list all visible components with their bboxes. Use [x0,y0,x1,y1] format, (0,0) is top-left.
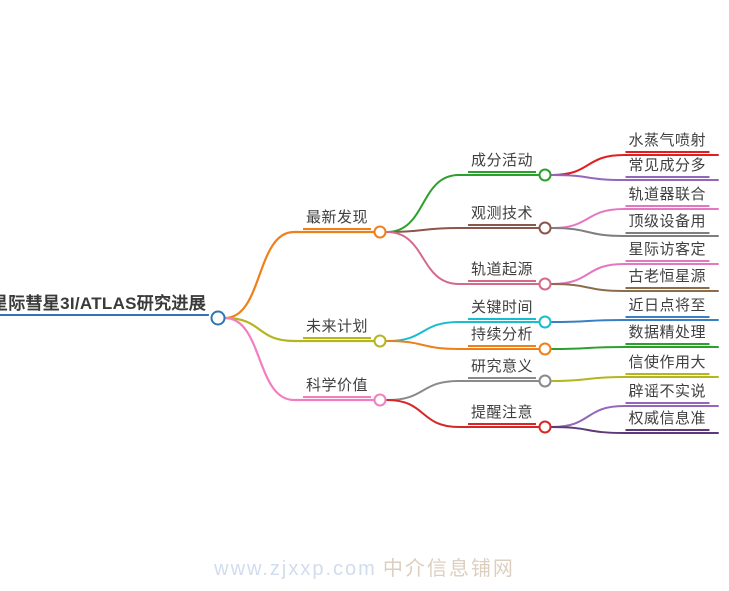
node-dot[interactable] [538,342,552,356]
node-label[interactable]: 常见成分多 [625,157,709,178]
node-label[interactable]: 星际访客定 [625,241,709,262]
node-label[interactable]: 水蒸气喷射 [625,132,709,153]
watermark-url: www.zjxxp.com [214,558,377,580]
node-dot[interactable] [373,393,387,407]
node-label[interactable]: 权威信息准 [625,410,709,431]
connector-line [386,380,546,401]
node-dot[interactable] [538,315,552,329]
node-dot[interactable] [538,277,552,291]
node-label[interactable]: 持续分析 [467,326,536,347]
node-label[interactable]: 古老恒星源 [625,268,709,289]
node-dot[interactable] [538,221,552,235]
node-dot[interactable] [373,225,387,239]
node-label[interactable]: 成分活动 [467,152,536,173]
node-label[interactable]: 辟谣不实说 [625,383,709,404]
node-dot[interactable] [538,420,552,434]
watermark: www.zjxxp.com 中介信息铺网 [0,552,729,581]
node-label[interactable]: 轨道起源 [467,261,536,282]
node-label[interactable]: 关键时间 [467,299,536,320]
connector-line [223,230,382,320]
node-dot[interactable] [373,334,387,348]
node-dot[interactable] [210,310,226,326]
connector-line [386,227,546,233]
watermark-site-name: 中介信息铺网 [382,558,515,580]
node-label[interactable]: 最新发现 [302,209,371,230]
connector-line [551,376,719,382]
node-label[interactable]: 轨道器联合 [625,186,709,207]
connector-line [551,319,719,323]
connector-line [551,346,719,350]
node-label[interactable]: 数据精处理 [625,324,709,345]
node-dot[interactable] [538,374,552,388]
node-dot[interactable] [538,168,552,182]
node-label[interactable]: 研究意义 [467,358,536,379]
node-label[interactable]: 科学价值 [302,377,371,398]
node-label[interactable]: 未来计划 [302,318,371,339]
node-label[interactable]: 近日点将至 [625,297,709,318]
node-label[interactable]: 星际彗星3I/ATLAS研究进展 [0,295,209,316]
node-label[interactable]: 顶级设备用 [625,213,709,234]
node-label[interactable]: 信使作用大 [625,354,709,375]
node-label[interactable]: 观测技术 [467,205,536,226]
node-label[interactable]: 提醒注意 [467,404,536,425]
